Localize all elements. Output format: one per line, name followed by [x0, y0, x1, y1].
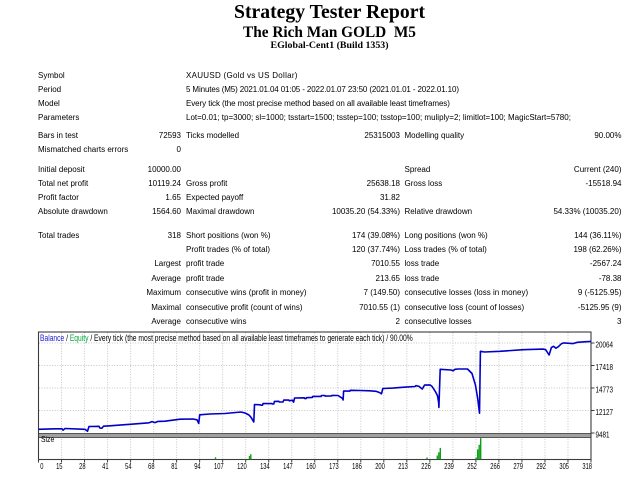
svg-text:17418: 17418 [596, 362, 614, 372]
svg-text:0: 0 [40, 463, 43, 471]
svg-text:14773: 14773 [596, 385, 614, 395]
svg-text:292: 292 [536, 463, 546, 471]
svg-text:252: 252 [467, 463, 477, 471]
svg-text:226: 226 [421, 463, 431, 471]
svg-text:12127: 12127 [596, 407, 614, 417]
svg-text:147: 147 [283, 463, 293, 471]
svg-text:160: 160 [306, 463, 316, 471]
svg-text:239: 239 [444, 463, 454, 471]
svg-text:54: 54 [125, 463, 132, 471]
svg-text:68: 68 [148, 463, 155, 471]
svg-text:120: 120 [237, 463, 247, 471]
svg-text:213: 213 [398, 463, 408, 471]
svg-text:318: 318 [582, 463, 592, 471]
svg-text:20064: 20064 [596, 340, 614, 350]
svg-text:266: 266 [490, 463, 500, 471]
svg-text:28: 28 [79, 463, 86, 471]
svg-text:305: 305 [559, 463, 569, 471]
svg-text:186: 186 [352, 463, 362, 471]
svg-text:15: 15 [56, 463, 63, 471]
svg-text:173: 173 [329, 463, 339, 471]
svg-text:279: 279 [513, 463, 523, 471]
svg-text:107: 107 [214, 463, 224, 471]
svg-text:200: 200 [375, 463, 385, 471]
svg-text:81: 81 [171, 463, 178, 471]
svg-text:134: 134 [260, 463, 270, 471]
svg-text:9481: 9481 [596, 430, 610, 440]
svg-text:41: 41 [102, 463, 109, 471]
svg-text:94: 94 [194, 463, 201, 471]
